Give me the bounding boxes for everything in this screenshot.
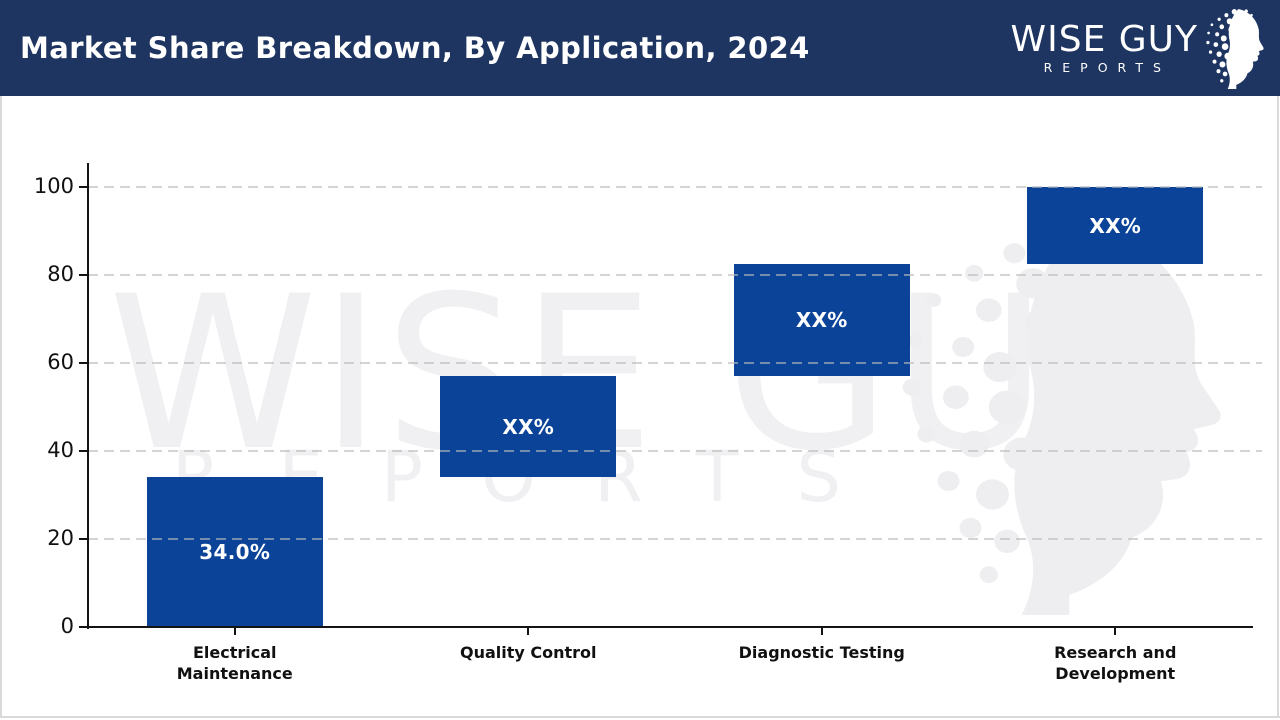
header-bar: Market Share Breakdown, By Application, … bbox=[0, 0, 1280, 96]
brand-name: WISE GUY bbox=[1010, 18, 1198, 60]
bar-value-label: XX% bbox=[795, 308, 848, 333]
y-tick-mark bbox=[79, 362, 88, 364]
page-title: Market Share Breakdown, By Application, … bbox=[20, 31, 810, 65]
x-axis-label: Quality Control bbox=[459, 643, 597, 662]
y-tick-label: 40 bbox=[47, 438, 74, 462]
x-axis-label: Research and Development bbox=[1054, 643, 1177, 683]
gridline-60 bbox=[88, 362, 1262, 364]
x-tick-mark bbox=[1114, 628, 1117, 635]
gridline-20 bbox=[88, 538, 1262, 540]
brand-head-icon bbox=[1200, 7, 1266, 89]
gridline-40 bbox=[88, 450, 1262, 452]
bar-value-label: 34.0% bbox=[199, 540, 271, 565]
x-tick-mark bbox=[820, 628, 823, 635]
bar-quality-control: XX% bbox=[440, 376, 617, 478]
y-tick-label: 100 bbox=[33, 174, 74, 198]
x-axis-label: Diagnostic Testing bbox=[738, 643, 905, 662]
figure-border-left bbox=[0, 96, 2, 718]
waterfall-chart: 34.0% Electrical Maintenance XX% Quality Co… bbox=[0, 96, 1280, 720]
y-tick-mark bbox=[79, 626, 88, 628]
y-tick-label: 0 bbox=[60, 614, 74, 638]
bar-electrical-maintenance: 34.0% bbox=[146, 477, 323, 627]
bar-value-label: XX% bbox=[1089, 213, 1142, 238]
y-tick-label: 80 bbox=[47, 262, 74, 286]
gridline-100 bbox=[88, 186, 1262, 188]
y-tick-label: 60 bbox=[47, 350, 74, 374]
figure-border-bottom bbox=[0, 716, 1280, 718]
y-tick-mark bbox=[79, 274, 88, 276]
brand-logo: WISE GUY REPORTS bbox=[1011, 7, 1267, 89]
x-axis-line bbox=[87, 626, 1253, 628]
y-tick-mark bbox=[79, 450, 88, 452]
y-tick-mark bbox=[79, 186, 88, 188]
brand-subtitle: REPORTS bbox=[1043, 59, 1171, 75]
bar-value-label: XX% bbox=[502, 414, 555, 439]
gridline-80 bbox=[88, 274, 1262, 276]
y-tick-mark bbox=[79, 538, 88, 540]
y-axis-line bbox=[87, 163, 89, 629]
figure-border-right bbox=[1277, 96, 1279, 718]
x-tick-mark bbox=[527, 628, 530, 635]
y-tick-label: 20 bbox=[47, 526, 74, 550]
bar-research-and-development: XX% bbox=[1027, 187, 1204, 264]
x-tick-mark bbox=[233, 628, 236, 635]
brand-logo-text: WISE GUY REPORTS bbox=[1010, 18, 1199, 75]
x-axis-label: Electrical Maintenance bbox=[176, 643, 293, 683]
bar-diagnostic-testing: XX% bbox=[733, 264, 910, 377]
